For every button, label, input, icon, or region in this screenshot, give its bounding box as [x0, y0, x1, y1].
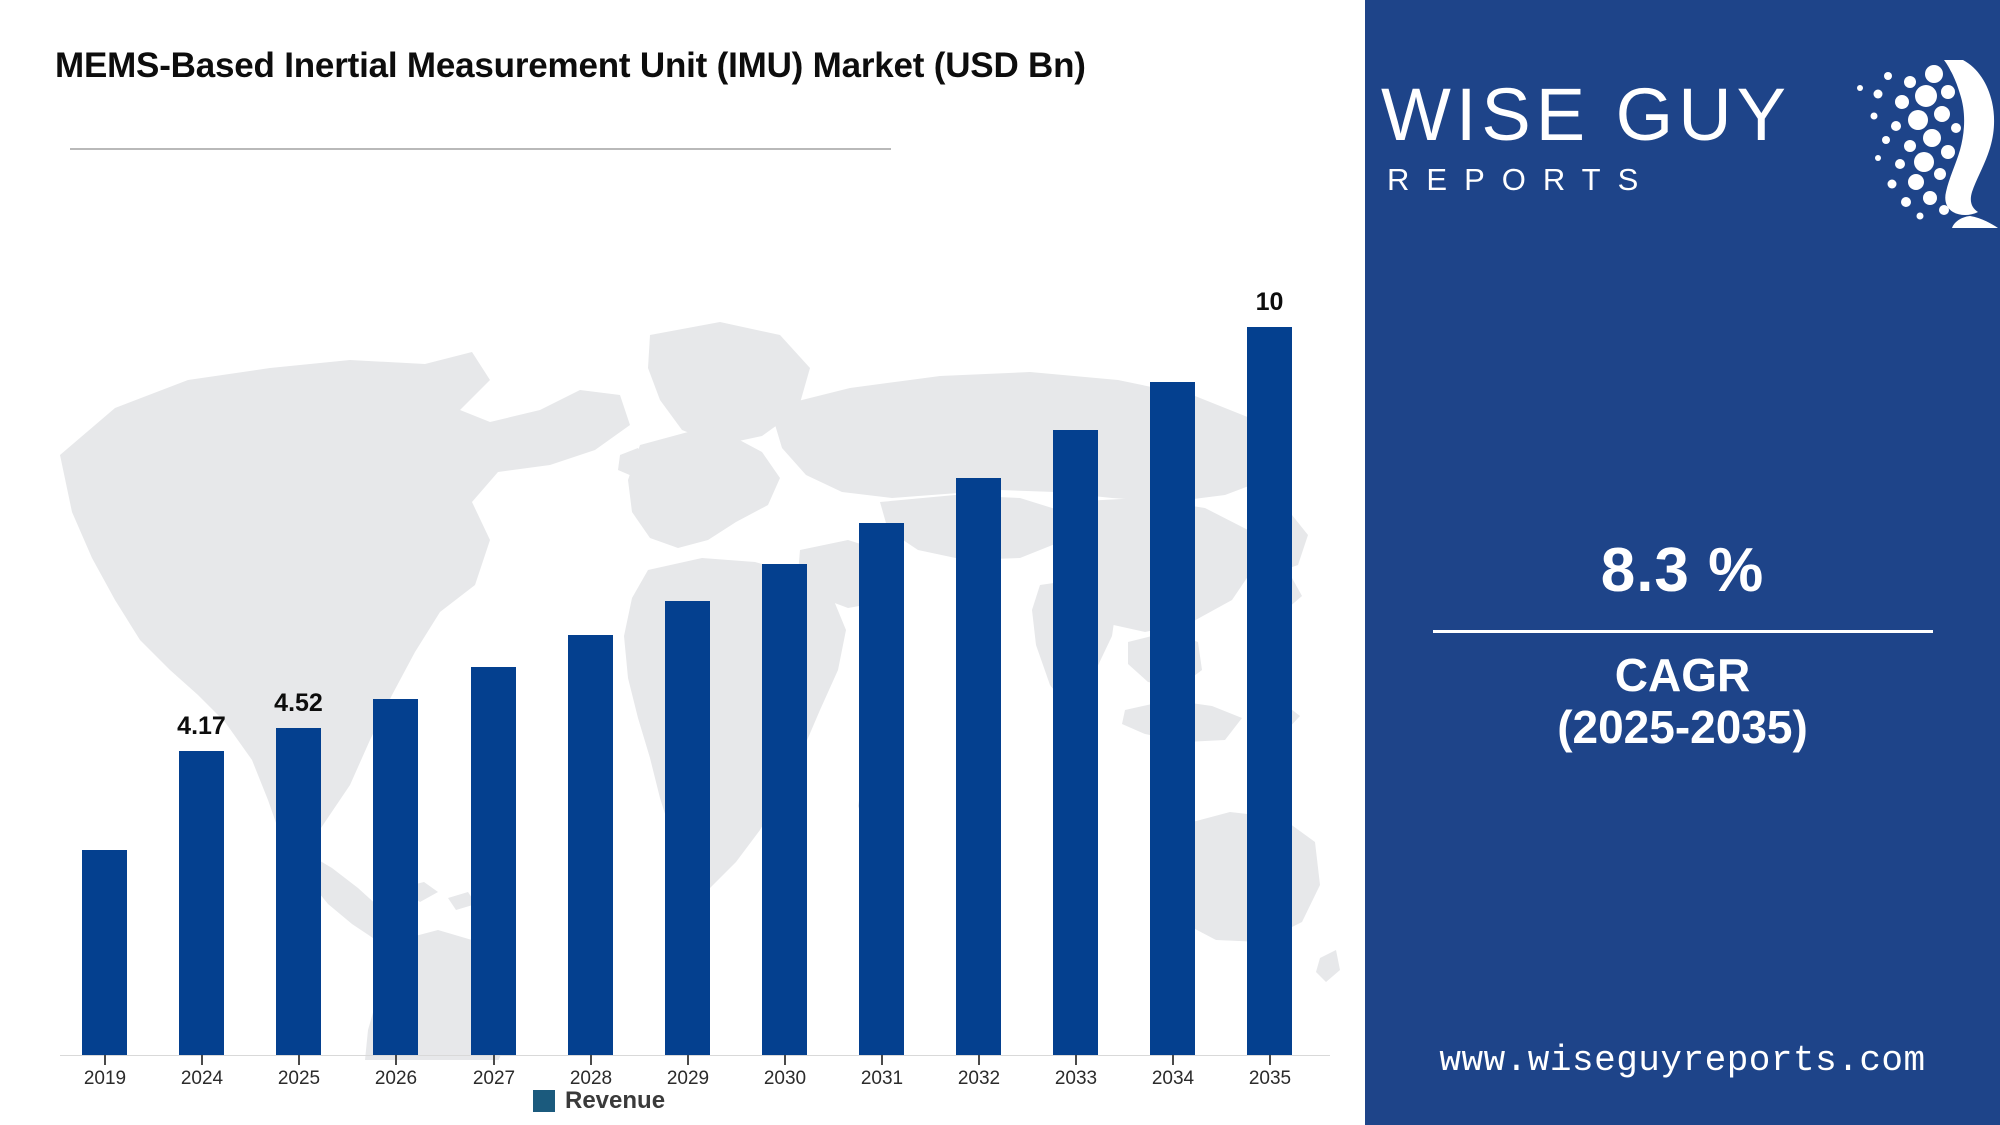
cagr-caption: CAGR (2025-2035) — [1365, 649, 2000, 753]
x-axis-label-2032: 2032 — [957, 1068, 1001, 1089]
bar-slot-2028 — [568, 180, 613, 1055]
x-axis-label-2028: 2028 — [569, 1068, 613, 1089]
cagr-caption-line2: (2025-2035) — [1557, 700, 1808, 753]
bar-slot-2019 — [82, 180, 127, 1055]
x-axis-label-2019: 2019 — [83, 1068, 127, 1089]
bar-2034[interactable] — [1150, 382, 1195, 1055]
bar-value-label-2024: 4.17 — [177, 712, 226, 740]
x-axis-tick — [1172, 1055, 1174, 1065]
bar-2025[interactable] — [276, 728, 321, 1055]
legend-swatch-revenue — [533, 1090, 555, 1112]
x-axis-label-2026: 2026 — [374, 1068, 418, 1089]
cagr-divider — [1433, 630, 1933, 633]
bar-value-label-2025: 4.52 — [274, 689, 323, 717]
bar-slot-2031 — [859, 180, 904, 1055]
plot-area: 4.17 4.52 — [60, 180, 1330, 1055]
x-axis-tick — [590, 1055, 592, 1065]
x-axis-tick — [104, 1055, 106, 1065]
x-axis-tick — [395, 1055, 397, 1065]
brand-logo: WISE GUY REPORTS — [1365, 58, 2000, 228]
x-axis-label-2035: 2035 — [1248, 1068, 1292, 1089]
x-axis-label-2030: 2030 — [763, 1068, 807, 1089]
bar-slot-2027 — [471, 180, 516, 1055]
x-axis-label-2027: 2027 — [472, 1068, 516, 1089]
cagr-value: 8.3 % — [1600, 536, 1765, 605]
x-axis-tick — [1075, 1055, 1077, 1065]
bar-2031[interactable] — [859, 523, 904, 1055]
x-axis-tick — [881, 1055, 883, 1065]
x-axis-tick — [687, 1055, 689, 1065]
x-axis-label-2024: 2024 — [180, 1068, 224, 1089]
bar-slot-2030 — [762, 180, 807, 1055]
cagr-caption-line1: CAGR — [1614, 649, 1751, 701]
logo-wordmark-primary: WISE GUY — [1381, 73, 1792, 156]
bar-2033[interactable] — [1053, 430, 1098, 1055]
bar-2019[interactable] — [82, 850, 127, 1055]
bar-value-label-2035: 10 — [1255, 288, 1284, 316]
dotted-head-profile-icon — [1720, 58, 2000, 228]
bar-2035[interactable] — [1247, 327, 1292, 1055]
x-axis-label-2034: 2034 — [1151, 1068, 1195, 1089]
bar-2030[interactable] — [762, 564, 807, 1055]
x-axis-tick — [493, 1055, 495, 1065]
bar-2032[interactable] — [956, 478, 1001, 1055]
chart-panel: MEMS-Based Inertial Measurement Unit (IM… — [55, 46, 1340, 1115]
x-axis-label-2033: 2033 — [1054, 1068, 1098, 1089]
page-title: MEMS-Based Inertial Measurement Unit (IM… — [55, 46, 1086, 85]
bar-slot-2032 — [956, 180, 1001, 1055]
x-axis-label-2029: 2029 — [666, 1068, 710, 1089]
bar-slot-2033 — [1053, 180, 1098, 1055]
x-axis-tick — [298, 1055, 300, 1065]
chart-legend: Revenue — [533, 1087, 665, 1115]
x-axis-label-2025: 2025 — [277, 1068, 321, 1089]
x-axis-tick — [978, 1055, 980, 1065]
x-axis-tick — [1269, 1055, 1271, 1065]
bar-2024[interactable] — [179, 751, 224, 1055]
bar-2028[interactable] — [568, 635, 613, 1055]
legend-label-revenue: Revenue — [565, 1087, 666, 1114]
bar-2026[interactable] — [373, 699, 418, 1055]
bar-2029[interactable] — [665, 601, 710, 1055]
brand-panel: WISE GUY REPORTS — [1365, 0, 2000, 1125]
title-divider — [70, 148, 891, 150]
x-axis-tick — [784, 1055, 786, 1065]
bar-slot-2035: 10 — [1247, 180, 1292, 1055]
bar-slot-2024: 4.17 — [177, 180, 226, 1055]
website-url[interactable]: www.wiseguyreports.com — [1439, 1040, 1926, 1081]
x-axis-line — [60, 1055, 1330, 1056]
bar-slot-2034 — [1150, 180, 1195, 1055]
bar-slot-2025: 4.52 — [274, 180, 323, 1055]
x-axis-tick — [201, 1055, 203, 1065]
bar-slot-2029 — [665, 180, 710, 1055]
bar-slot-2026 — [373, 180, 418, 1055]
x-axis-label-2031: 2031 — [860, 1068, 904, 1089]
bar-2027[interactable] — [471, 667, 516, 1055]
logo-wordmark-secondary: REPORTS — [1387, 162, 1656, 197]
